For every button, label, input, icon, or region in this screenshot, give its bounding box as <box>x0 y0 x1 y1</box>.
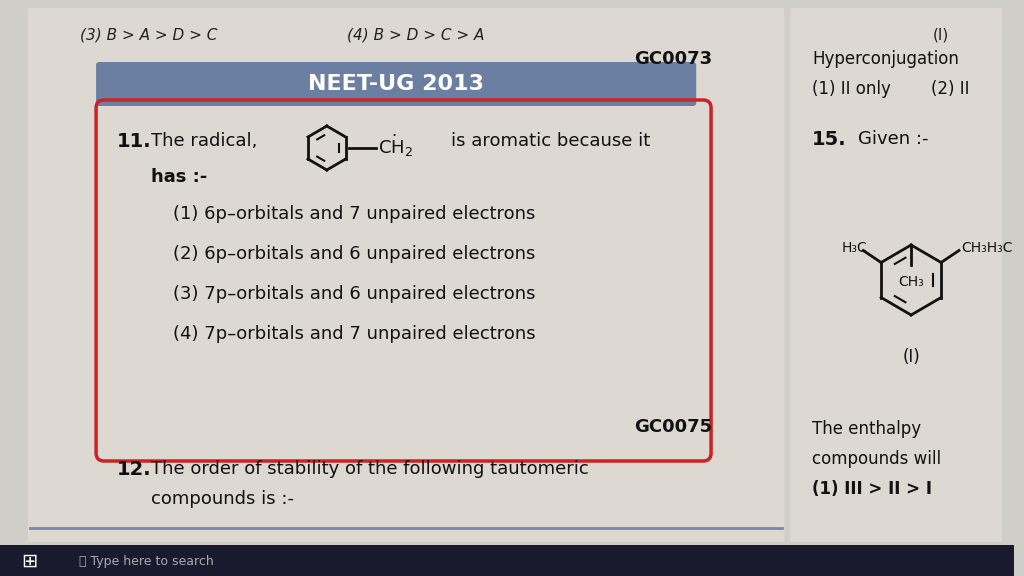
Text: The enthalpy: The enthalpy <box>812 420 922 438</box>
Text: (3) 7p–orbitals and 6 unpaired electrons: (3) 7p–orbitals and 6 unpaired electrons <box>173 285 536 303</box>
Text: H₃C: H₃C <box>842 241 867 255</box>
Text: CH₃: CH₃ <box>898 275 924 289</box>
Text: ⊞: ⊞ <box>22 551 38 570</box>
Text: CH₃H₃C: CH₃H₃C <box>961 241 1013 255</box>
Text: NEET-UG 2013: NEET-UG 2013 <box>308 74 484 94</box>
Text: GC0075: GC0075 <box>634 418 712 436</box>
Text: Hyperconjugation: Hyperconjugation <box>812 50 958 68</box>
Text: compounds will: compounds will <box>812 450 941 468</box>
Text: The order of stability of the following tautomeric: The order of stability of the following … <box>151 460 588 478</box>
Text: 11.: 11. <box>117 132 152 151</box>
Text: compounds is :-: compounds is :- <box>151 490 294 508</box>
Text: (1) 6p–orbitals and 7 unpaired electrons: (1) 6p–orbitals and 7 unpaired electrons <box>173 205 536 223</box>
Text: (I): (I) <box>933 28 949 43</box>
Text: (2) 6p–orbitals and 6 unpaired electrons: (2) 6p–orbitals and 6 unpaired electrons <box>173 245 536 263</box>
Text: 🔍 Type here to search: 🔍 Type here to search <box>79 555 214 567</box>
FancyBboxPatch shape <box>28 8 784 542</box>
FancyBboxPatch shape <box>791 8 1002 542</box>
Text: (3) B > A > D > C: (3) B > A > D > C <box>80 28 217 43</box>
Text: (I): (I) <box>902 348 920 366</box>
Text: (2) II: (2) II <box>931 80 970 98</box>
Text: (4) B > D > C > A: (4) B > D > C > A <box>347 28 484 43</box>
Text: GC0073: GC0073 <box>635 50 713 68</box>
Text: 12.: 12. <box>117 460 152 479</box>
Text: is aromatic because it: is aromatic because it <box>451 132 650 150</box>
Text: (4) 7p–orbitals and 7 unpaired electrons: (4) 7p–orbitals and 7 unpaired electrons <box>173 325 536 343</box>
Text: 15.: 15. <box>812 130 847 149</box>
FancyBboxPatch shape <box>0 545 1014 576</box>
FancyBboxPatch shape <box>96 62 696 106</box>
Text: Given :-: Given :- <box>858 130 928 148</box>
Text: (1) III > II > I: (1) III > II > I <box>812 480 932 498</box>
Text: $\dot{\rm CH}_2$: $\dot{\rm CH}_2$ <box>378 133 414 159</box>
Text: has :-: has :- <box>151 168 207 186</box>
Text: The radical,: The radical, <box>151 132 257 150</box>
Text: (1) II only: (1) II only <box>812 80 891 98</box>
